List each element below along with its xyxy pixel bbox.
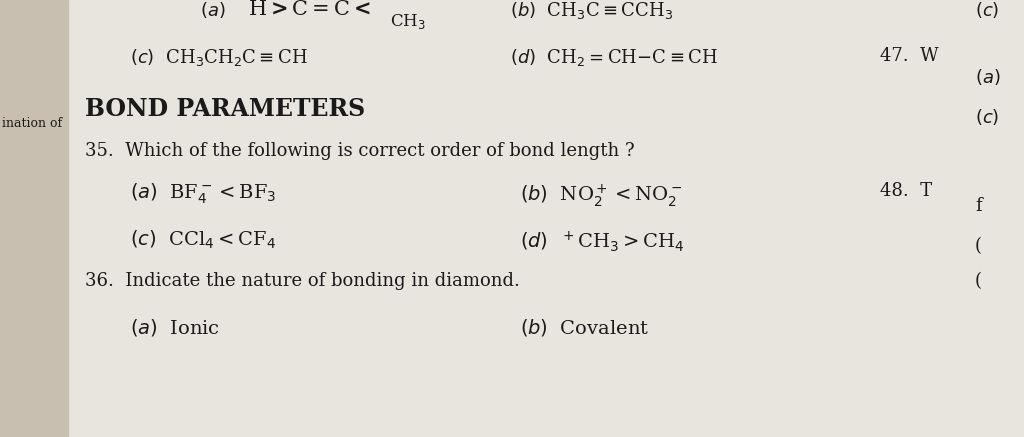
Text: $(a)$: $(a)$: [975, 67, 1000, 87]
Text: $(a)$  BF$_4^-$$<$BF$_3$: $(a)$ BF$_4^-$$<$BF$_3$: [130, 182, 276, 207]
Text: $(c)$  CH$_3$CH$_2$C$\equiv$CH: $(c)$ CH$_3$CH$_2$C$\equiv$CH: [130, 47, 308, 68]
Text: $(d)$  CH$_2$$=$CH$-$C$\equiv$CH: $(d)$ CH$_2$$=$CH$-$C$\equiv$CH: [510, 47, 718, 68]
Text: $(c)$  CCl$_4$$<$CF$_4$: $(c)$ CCl$_4$$<$CF$_4$: [130, 229, 276, 251]
Text: (: (: [975, 237, 982, 255]
Text: (: (: [975, 272, 982, 290]
Text: $(b)$  NO$_2^+$$<$NO$_2^-$: $(b)$ NO$_2^+$$<$NO$_2^-$: [520, 182, 682, 209]
Text: 36.  Indicate the nature of bonding in diamond.: 36. Indicate the nature of bonding in di…: [85, 272, 520, 290]
Text: $(b)$  Covalent: $(b)$ Covalent: [520, 317, 649, 338]
Text: BOND PARAMETERS: BOND PARAMETERS: [85, 97, 366, 121]
Text: 48.  T: 48. T: [880, 182, 932, 200]
Text: $(d)$  $^+$CH$_3$$>$CH$_4$: $(d)$ $^+$CH$_3$$>$CH$_4$: [520, 229, 685, 253]
Text: $(b)$  CH$_3$C$\equiv$CCH$_3$: $(b)$ CH$_3$C$\equiv$CCH$_3$: [510, 0, 674, 21]
Text: 35.  Which of the following is correct order of bond length ?: 35. Which of the following is correct or…: [85, 142, 635, 160]
Text: CH$_3$: CH$_3$: [390, 12, 426, 31]
Text: $(c)$: $(c)$: [975, 0, 999, 20]
Text: ination of: ination of: [2, 117, 62, 130]
Bar: [0, 0, 68, 437]
Text: $(a)$: $(a)$: [200, 0, 225, 20]
Text: 47.  W: 47. W: [880, 47, 939, 65]
Text: f: f: [975, 197, 982, 215]
Text: H$\boldsymbol{>}$C$=$C$\boldsymbol{<}$: H$\boldsymbol{>}$C$=$C$\boldsymbol{<}$: [248, 0, 371, 19]
Text: $(a)$  Ionic: $(a)$ Ionic: [130, 317, 220, 338]
Text: $(c)$: $(c)$: [975, 107, 999, 127]
